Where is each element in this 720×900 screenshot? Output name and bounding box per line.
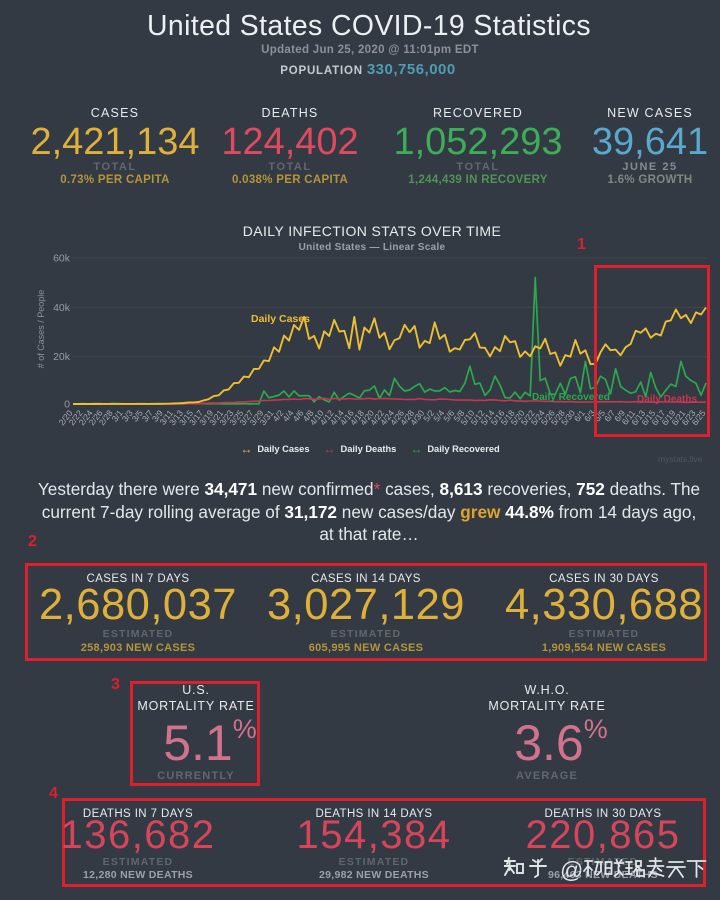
svg-text:Daily Cases: Daily Cases	[251, 313, 310, 325]
svg-text:20k: 20k	[53, 351, 71, 363]
svg-text:40k: 40k	[53, 302, 71, 314]
svg-text:0: 0	[64, 399, 70, 411]
svg-text:# of Cases / People: # of Cases / People	[36, 290, 46, 369]
svg-text:@: @	[560, 857, 583, 883]
svg-text:Daily Deaths: Daily Deaths	[637, 394, 697, 405]
svg-text:Daily Recovered: Daily Recovered	[532, 392, 610, 403]
svg-text:60k: 60k	[53, 253, 71, 265]
